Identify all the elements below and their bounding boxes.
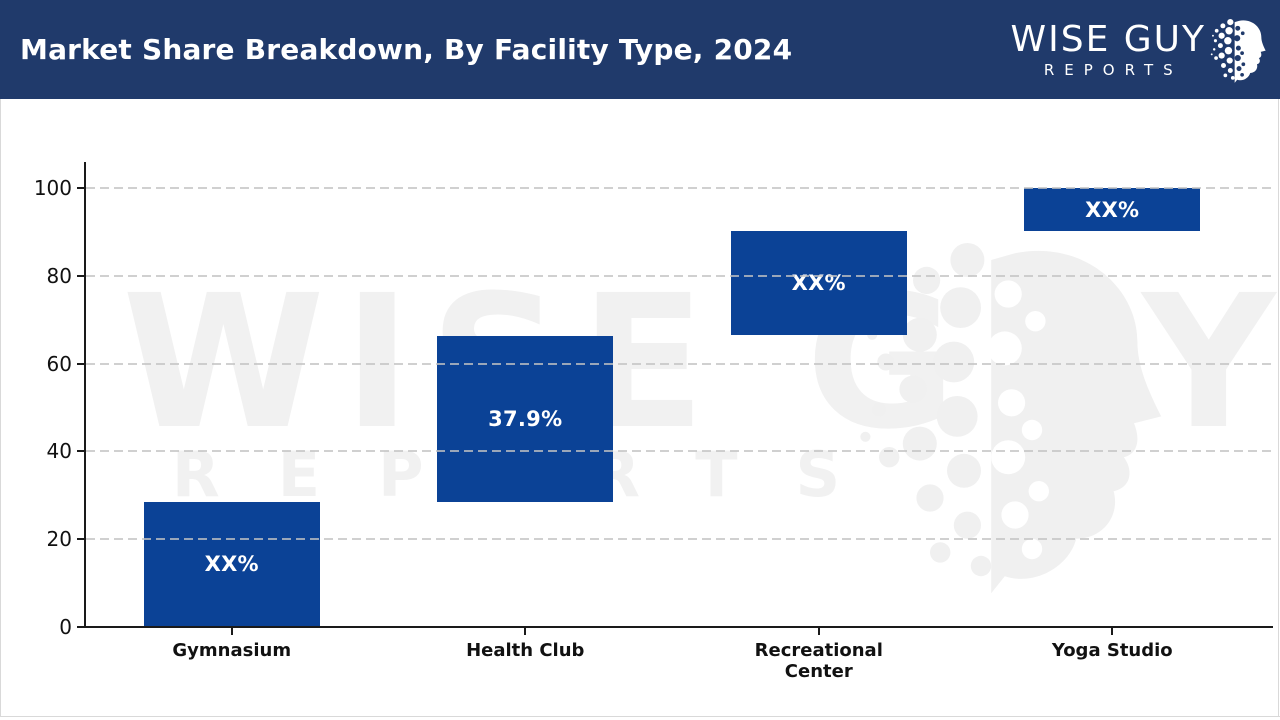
y-tick-label-20: 20 [46, 527, 72, 552]
bar-recreational-center: XX% [730, 231, 907, 336]
y-tick-mark-100 [77, 187, 84, 189]
y-tick-mark-60 [77, 362, 84, 365]
y-tick-label-0: 0 [59, 615, 72, 639]
bar-gymnasium: XX% [143, 501, 320, 627]
x-tick-mark-gymnasium [230, 628, 233, 635]
card-border-left [0, 0, 1, 717]
x-axis-line [84, 626, 1273, 628]
x-category-label-gymnasium: Gymnasium [172, 640, 292, 661]
y-tick-label-60: 60 [46, 351, 72, 376]
card-border-bottom [0, 716, 1280, 717]
y-tick-label-100: 100 [33, 176, 72, 200]
card-border-right [1278, 0, 1279, 717]
gridline-20 [86, 538, 1273, 541]
x-tick-mark-yoga-studio [1111, 628, 1114, 635]
y-axis-line [84, 162, 86, 628]
y-tick-mark-0 [77, 626, 84, 628]
x-tick-mark-health-club [524, 628, 527, 635]
wise-guy-reports-logo: WISE GUY REPORTS [1011, 8, 1280, 92]
y-tick-label-80: 80 [46, 263, 72, 288]
bar-value-label-gymnasium: XX% [204, 552, 259, 577]
y-tick-mark-40 [77, 450, 84, 453]
bar-health-club: 37.9% [437, 335, 614, 502]
chart-title: Market Share Breakdown, By Facility Type… [20, 33, 793, 66]
gridline-40 [86, 450, 1273, 453]
logo-reports-text: REPORTS [1043, 60, 1183, 79]
bar-yoga-studio: XX% [1024, 188, 1201, 232]
bar-value-label-health-club: 37.9% [488, 406, 563, 431]
logo-wiseguy-text: WISE GUY [1010, 18, 1206, 60]
logo-head-icon [1210, 18, 1266, 83]
x-category-label-health-club: Health Club [466, 640, 585, 661]
bar-value-label-yoga-studio: XX% [1085, 197, 1140, 222]
gridline-100 [86, 187, 1273, 189]
y-tick-mark-80 [77, 274, 84, 277]
x-category-label-yoga-studio: Yoga Studio [1051, 640, 1173, 661]
gridline-60 [86, 362, 1273, 365]
y-tick-mark-20 [77, 538, 84, 541]
x-category-label-recreational-center: Recreational Center [754, 640, 883, 682]
logo-text: WISE GUY REPORTS [1010, 18, 1207, 79]
gridline-80 [86, 274, 1273, 277]
header-bar: Market Share Breakdown, By Facility Type… [0, 0, 1280, 99]
x-tick-mark-recreational-center [817, 628, 820, 635]
y-tick-label-40: 40 [46, 439, 72, 464]
